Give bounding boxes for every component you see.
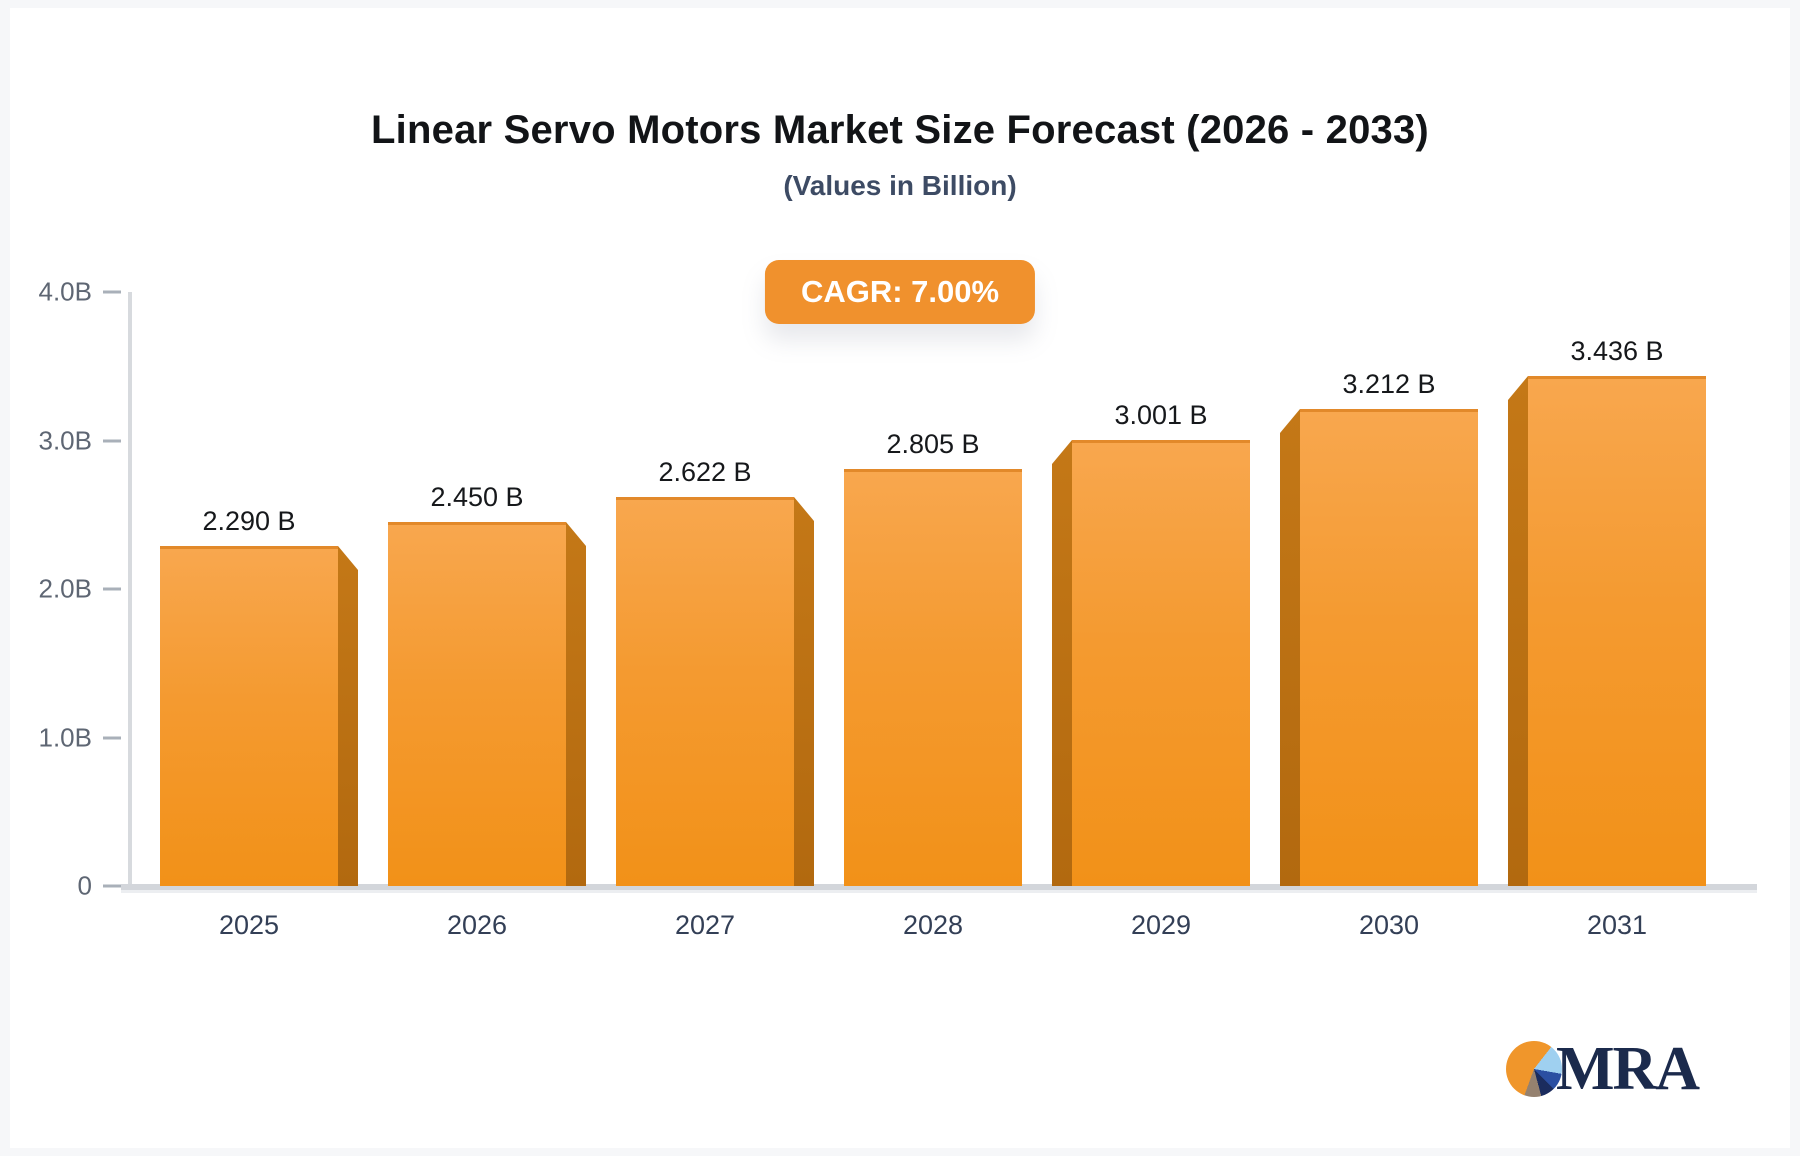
y-axis-tick-label: 1.0B — [38, 722, 93, 752]
bar-value-label: 3.436 B — [1570, 336, 1664, 366]
bar-2027 — [616, 497, 794, 886]
mra-logo-text: MRA — [1556, 1035, 1700, 1103]
bar-2025 — [160, 546, 338, 886]
x-axis-label: 2026 — [446, 910, 508, 940]
mra-logo-pie-icon — [1506, 1041, 1562, 1097]
bar-value-label: 3.001 B — [1114, 400, 1208, 430]
x-axis-label: 2030 — [1358, 910, 1420, 940]
bar-2031 — [1528, 376, 1706, 886]
bar-value-label: 2.622 B — [658, 457, 752, 487]
bar-2029 — [1072, 440, 1250, 886]
bar-2028 — [844, 469, 1022, 886]
chart-card: Linear Servo Motors Market Size Forecast… — [10, 8, 1790, 1148]
y-axis-tick-mark — [103, 290, 121, 294]
y-axis-tick-mark — [103, 587, 121, 591]
bar-2030 — [1300, 409, 1478, 886]
bar-side-panel — [1052, 440, 1072, 886]
x-axis-label: 2031 — [1586, 910, 1648, 940]
bar-value-label: 2.450 B — [430, 482, 524, 512]
y-axis-tick-label: 3.0B — [38, 425, 93, 455]
bar-2026 — [388, 522, 566, 886]
x-axis-label: 2027 — [674, 910, 736, 940]
chart-subtitle: (Values in Billion) — [783, 170, 1017, 201]
mra-logo: MRA — [1506, 1035, 1700, 1103]
bar-value-label: 2.290 B — [202, 506, 296, 536]
y-axis-tick-mark — [103, 884, 121, 888]
bar-side-panel — [566, 522, 586, 886]
chart-title: Linear Servo Motors Market Size Forecast… — [371, 108, 1429, 152]
y-axis-tick-mark — [103, 736, 121, 739]
bar-side-panel — [338, 546, 358, 886]
y-axis-tick-label: 0 — [77, 870, 92, 901]
x-axis-line-shadow — [121, 890, 1757, 893]
y-axis-tick-label: 4.0B — [38, 276, 93, 307]
y-axis-line — [128, 292, 132, 888]
y-axis-tick-label: 2.0B — [38, 573, 93, 604]
bar-side-panel — [1280, 409, 1300, 886]
bar-value-label: 2.805 B — [886, 429, 980, 459]
bar-value-label: 3.212 B — [1342, 369, 1436, 399]
y-axis-tick-mark — [103, 439, 121, 442]
x-axis-label: 2025 — [218, 910, 280, 940]
x-axis-label: 2028 — [902, 910, 964, 940]
bar-side-panel — [794, 497, 814, 886]
x-axis-line — [121, 884, 1757, 890]
bar-side-panel — [1508, 376, 1528, 886]
x-axis-label: 2029 — [1130, 910, 1192, 940]
cagr-badge: CAGR: 7.00% — [764, 260, 1036, 324]
